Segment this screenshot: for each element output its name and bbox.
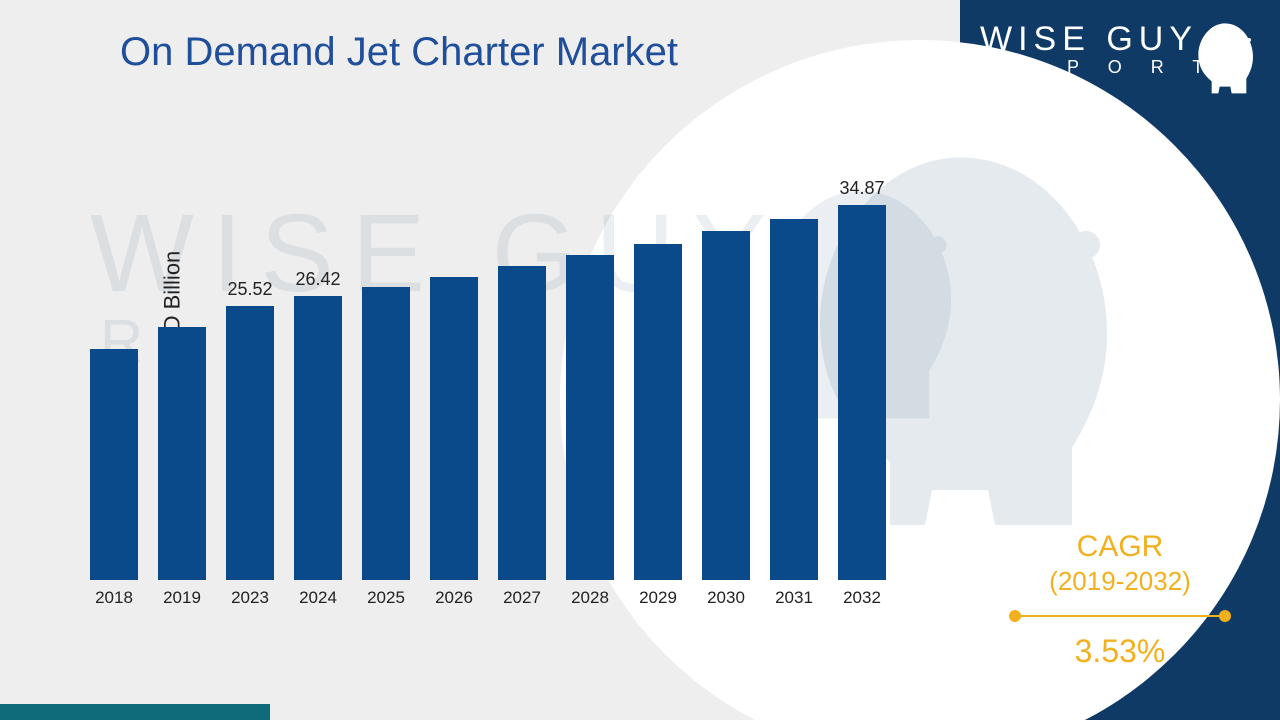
- bar: [838, 205, 886, 580]
- cagr-divider: [1015, 615, 1225, 617]
- chart-area: Market Value in USD Billion 2018201925.5…: [70, 150, 920, 620]
- x-tick-label: 2018: [80, 588, 148, 608]
- chart-plot: 2018201925.52202326.42202420252026202720…: [90, 150, 920, 580]
- bar: [294, 296, 342, 580]
- brand-logo: WISE GUY R E P O R T S: [980, 20, 1260, 78]
- bar-value-label: 34.87: [822, 178, 902, 199]
- bar: [566, 255, 614, 580]
- bar: [702, 231, 750, 580]
- x-tick-label: 2031: [760, 588, 828, 608]
- bar-value-label: 26.42: [278, 269, 358, 290]
- x-tick-label: 2029: [624, 588, 692, 608]
- x-tick-label: 2028: [556, 588, 624, 608]
- brand-head-icon: [1190, 20, 1260, 100]
- bar: [158, 327, 206, 580]
- cagr-title: CAGR: [990, 530, 1250, 564]
- chart-title: On Demand Jet Charter Market: [120, 30, 678, 75]
- cagr-block: CAGR (2019-2032) 3.53%: [990, 530, 1250, 670]
- bottom-accent-bar: [0, 704, 270, 720]
- x-tick-label: 2030: [692, 588, 760, 608]
- bar: [226, 306, 274, 580]
- bar: [430, 277, 478, 580]
- x-tick-label: 2027: [488, 588, 556, 608]
- x-tick-label: 2026: [420, 588, 488, 608]
- bar: [362, 287, 410, 580]
- bar: [770, 219, 818, 580]
- cagr-value: 3.53%: [990, 633, 1250, 670]
- bar: [634, 244, 682, 580]
- cagr-range: (2019-2032): [990, 566, 1250, 597]
- x-tick-label: 2032: [828, 588, 896, 608]
- bar: [90, 349, 138, 580]
- stage: WISE GUY R E P O R T S On Demand Jet Cha…: [0, 0, 1280, 720]
- x-tick-label: 2023: [216, 588, 284, 608]
- x-tick-label: 2019: [148, 588, 216, 608]
- x-tick-label: 2024: [284, 588, 352, 608]
- bar: [498, 266, 546, 580]
- x-tick-label: 2025: [352, 588, 420, 608]
